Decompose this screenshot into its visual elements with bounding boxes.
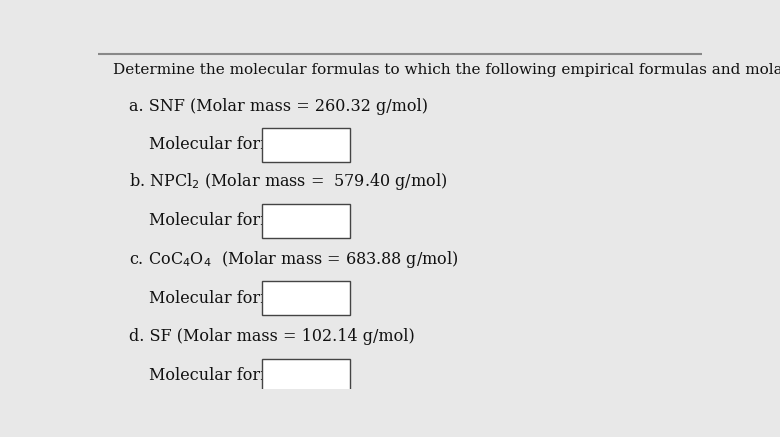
Bar — [262, 359, 349, 392]
Text: Molecular formula:: Molecular formula: — [149, 136, 306, 153]
Text: d. SF (Molar mass = 102.14 g/mol): d. SF (Molar mass = 102.14 g/mol) — [129, 328, 415, 345]
Text: c. CoC$_4$O$_4$  (Molar mass = 683.88 g/mol): c. CoC$_4$O$_4$ (Molar mass = 683.88 g/m… — [129, 249, 459, 270]
Text: Molecular formula:: Molecular formula: — [149, 290, 306, 307]
Text: Molecular formula:: Molecular formula: — [149, 212, 306, 229]
Bar — [262, 204, 349, 238]
Text: a. SNF (Molar mass = 260.32 g/mol): a. SNF (Molar mass = 260.32 g/mol) — [129, 98, 428, 115]
Bar — [262, 128, 349, 162]
Text: Determine the molecular formulas to which the following empirical formulas and m: Determine the molecular formulas to whic… — [112, 62, 780, 76]
Text: Molecular formula:: Molecular formula: — [149, 367, 306, 384]
Bar — [262, 281, 349, 315]
Text: b. NPCl$_2$ (Molar mass =  579.40 g/mol): b. NPCl$_2$ (Molar mass = 579.40 g/mol) — [129, 171, 447, 192]
